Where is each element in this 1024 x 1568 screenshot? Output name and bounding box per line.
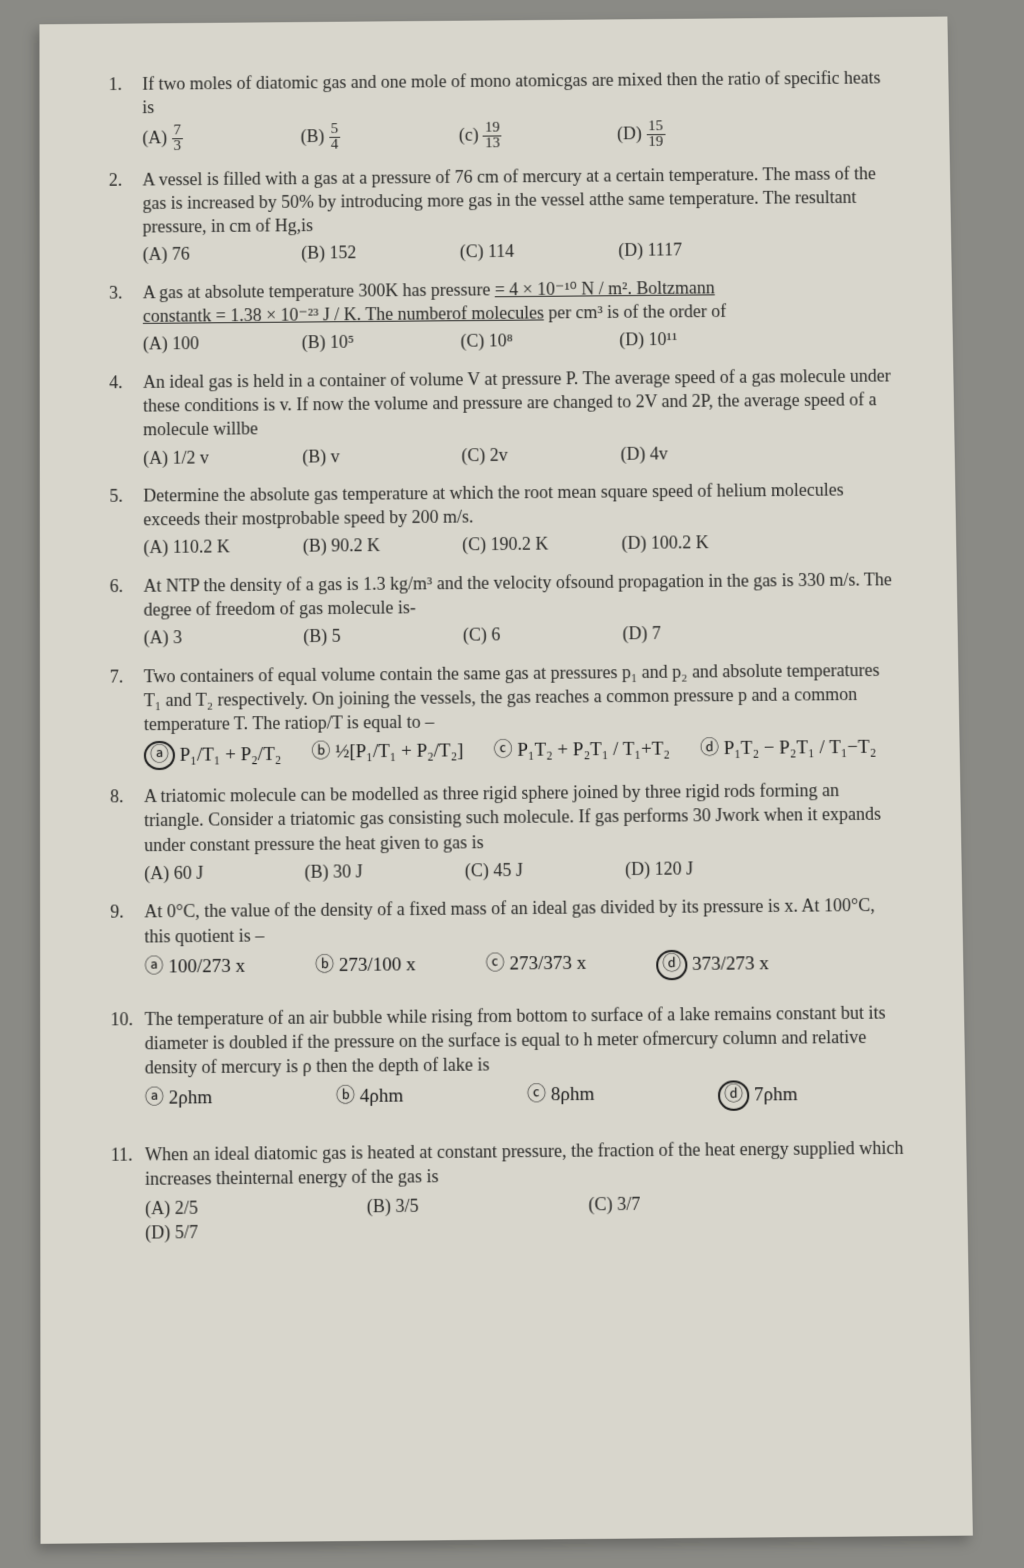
- q3-optB: (B) 10⁵: [302, 330, 421, 355]
- question-8: 8. A triatomic molecule can be modelled …: [110, 778, 902, 886]
- q2-num: 2.: [109, 168, 133, 240]
- q8-optC: (C) 45 J: [465, 857, 585, 882]
- q10-optD: ⓓ 7ρhm: [718, 1080, 839, 1111]
- q5-optC: (C) 190.2 K: [462, 532, 582, 557]
- q3-optD: (D) 10¹¹: [619, 327, 738, 352]
- q7-optD: ⓓ P₁T₂ − P₂T₁ / T₁−T₂: [700, 734, 877, 765]
- q1-text: If two moles of diatomic gas and one mol…: [142, 66, 889, 120]
- q1-optD: (D) 1519: [617, 118, 736, 149]
- question-5: 5. Determine the absolute gas temperatur…: [109, 477, 896, 560]
- q9-optC: ⓒ 273/373 x: [486, 950, 607, 981]
- q5-optA: (A) 110.2 K: [143, 535, 263, 560]
- q9-optD: ⓓ 373/273 x: [656, 949, 777, 980]
- q4-text: An ideal gas is held in a container of v…: [143, 363, 895, 441]
- q6-optB: (B) 5: [303, 623, 423, 648]
- q2-text: A vessel is filled with a gas at a press…: [142, 161, 891, 239]
- question-3: 3. A gas at absolute temperature 300K ha…: [109, 274, 893, 356]
- question-9: 9. At 0°C, the value of the density of a…: [110, 893, 903, 985]
- q2-optC: (C) 114: [460, 239, 579, 264]
- q10-num: 10.: [110, 1007, 134, 1081]
- q11-optB: (B) 3/5: [367, 1193, 488, 1219]
- q1-num: 1.: [109, 72, 133, 120]
- q5-optD: (D) 100.2 K: [621, 530, 741, 555]
- question-1: 1. If two moles of diatomic gas and one …: [109, 66, 891, 154]
- question-10: 10. The temperature of an air bubble whi…: [110, 1000, 905, 1117]
- q2-optD: (D) 1117: [618, 238, 737, 263]
- q4-optB: (B) v: [302, 443, 421, 468]
- q7-num: 7.: [110, 664, 134, 737]
- q4-optC: (C) 2v: [461, 442, 581, 467]
- q8-optB: (B) 30 J: [304, 859, 424, 884]
- q9-num: 9.: [110, 900, 134, 949]
- q9-optB: ⓑ 273/100 x: [315, 952, 436, 983]
- q3-text: A gas at absolute temperature 300K has p…: [143, 275, 727, 328]
- q1-optC: (c) 1913: [459, 120, 578, 151]
- q4-optA: (A) 1/2 v: [143, 445, 262, 470]
- q5-num: 5.: [109, 484, 133, 532]
- q6-num: 6.: [110, 574, 134, 622]
- q6-optA: (A) 3: [144, 625, 264, 650]
- q6-text: At NTP the density of a gas is 1.3 kg/m³…: [143, 567, 897, 622]
- q5-text: Determine the absolute gas temperature a…: [143, 477, 896, 532]
- question-4: 4. An ideal gas is held in a container o…: [109, 363, 895, 470]
- q8-optA: (A) 60 J: [144, 860, 264, 885]
- question-7: 7. Two containers of equal volume contai…: [110, 657, 900, 770]
- q9-optA: ⓐ 100/273 x: [144, 953, 265, 984]
- q2-optA: (A) 76: [143, 242, 262, 267]
- q1-optA: (A) 73: [142, 122, 261, 153]
- question-2: 2. A vessel is filled with a gas at a pr…: [109, 161, 892, 267]
- q1-optB: (B) 54: [301, 121, 420, 152]
- q8-num: 8.: [110, 784, 134, 857]
- q10-text: The temperature of an air bubble while r…: [145, 1000, 905, 1080]
- question-6: 6. At NTP the density of a gas is 1.3 kg…: [110, 567, 898, 650]
- q11-optA: (A) 2/5: [145, 1195, 266, 1221]
- q5-optB: (B) 90.2 K: [303, 533, 423, 558]
- q11-num: 11.: [111, 1142, 135, 1191]
- q10-optA: ⓐ 2ρhm: [145, 1085, 266, 1116]
- q3-optA: (A) 100: [143, 331, 262, 356]
- q8-optD: (D) 120 J: [625, 856, 745, 881]
- q9-text: At 0°C, the value of the density of a fi…: [144, 893, 902, 948]
- q11-optC: (C) 3/7: [588, 1191, 709, 1217]
- q7-optA: ⓐ P₁/T₁ + P₂/T₂: [144, 739, 281, 770]
- q7-optC: ⓒ P₁T₂ + P₂T₁ / T₁+T₂: [493, 736, 670, 767]
- q8-text: A triatomic molecule can be modelled as …: [144, 778, 901, 858]
- q4-optD: (D) 4v: [620, 441, 740, 466]
- q6-optC: (C) 6: [463, 622, 583, 647]
- q10-optC: ⓒ 8ρhm: [527, 1082, 648, 1113]
- q6-optD: (D) 7: [622, 621, 742, 646]
- question-11: 11. When an ideal diatomic gas is heated…: [111, 1136, 908, 1246]
- q7-optB: ⓑ ½[P₁/T₁ + P₂/T₂]: [311, 738, 463, 769]
- q2-optB: (B) 152: [301, 240, 420, 265]
- exam-page: 1. If two moles of diatomic gas and one …: [39, 17, 972, 1544]
- q11-optD: (D) 5/7: [145, 1219, 266, 1245]
- q4-num: 4.: [109, 370, 133, 442]
- q7-text: Two containers of equal volume contain t…: [144, 657, 900, 736]
- q10-optB: ⓑ 4ρhm: [336, 1083, 457, 1114]
- q11-text: When an ideal diatomic gas is heated at …: [145, 1136, 907, 1192]
- q3-num: 3.: [109, 281, 133, 329]
- q3-optC: (C) 10⁸: [460, 328, 579, 353]
